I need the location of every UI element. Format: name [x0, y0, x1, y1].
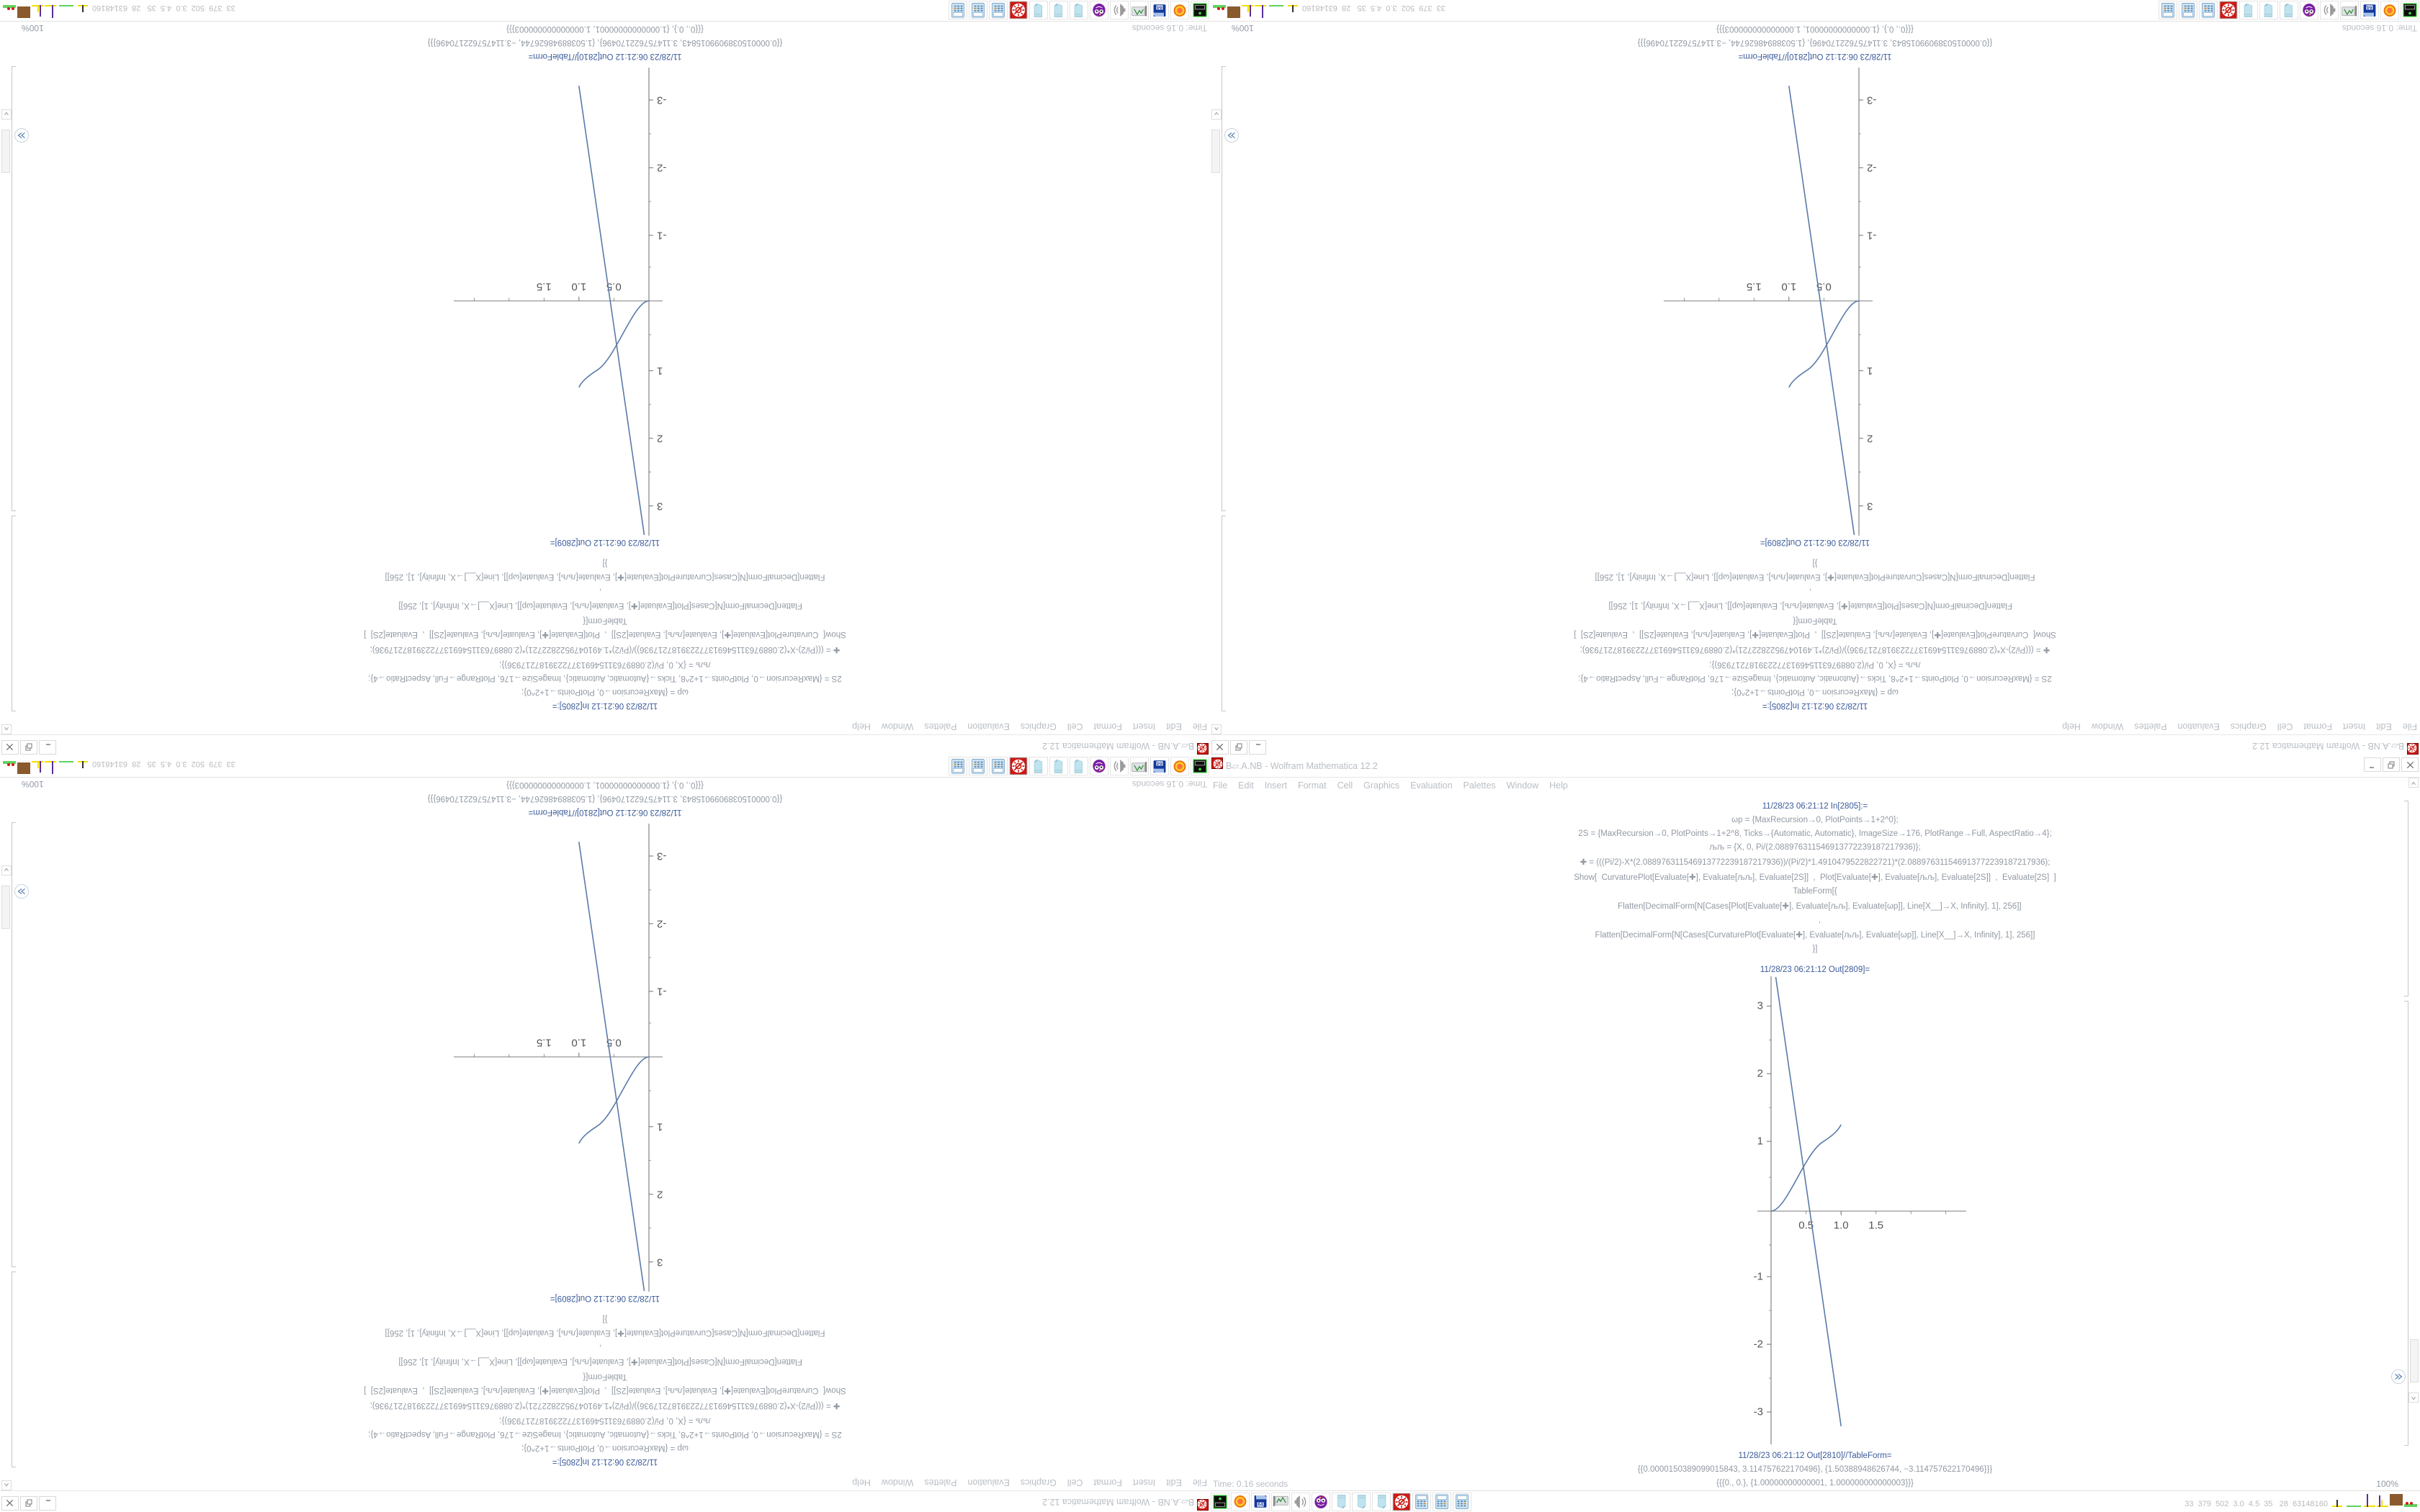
svg-text:1: 1: [657, 365, 663, 377]
svg-text:2: 2: [1757, 1068, 1763, 1080]
svg-text:1.5: 1.5: [537, 280, 552, 292]
svg-text:3: 3: [657, 500, 663, 512]
svg-text:64: 64: [1157, 761, 1162, 766]
svg-text:-3: -3: [657, 850, 666, 862]
svg-text:1: 1: [657, 1121, 663, 1133]
svg-text:1.0: 1.0: [1781, 280, 1796, 292]
svg-text:-1: -1: [1754, 1272, 1763, 1283]
svg-text:-1: -1: [657, 230, 666, 241]
svg-text:1.5: 1.5: [1747, 280, 1762, 292]
svg-text:-1: -1: [1867, 230, 1876, 241]
svg-text:-3: -3: [657, 94, 666, 106]
svg-text:3: 3: [657, 1256, 663, 1268]
svg-text:64: 64: [1258, 1502, 1263, 1507]
svg-text:-2: -2: [1754, 1339, 1763, 1351]
svg-text:2: 2: [657, 433, 663, 444]
svg-text:-2: -2: [657, 918, 666, 930]
svg-text:-3: -3: [1754, 1407, 1763, 1418]
svg-text:-2: -2: [657, 162, 666, 174]
svg-text:1.0: 1.0: [1834, 1220, 1849, 1232]
svg-text:3: 3: [1867, 500, 1873, 512]
svg-text:3: 3: [1757, 1001, 1763, 1012]
svg-text:2: 2: [1867, 433, 1873, 444]
svg-text:1: 1: [1867, 365, 1873, 377]
svg-text:64: 64: [2367, 5, 2372, 10]
svg-text:2: 2: [657, 1189, 663, 1200]
svg-text:-2: -2: [1867, 162, 1876, 174]
svg-text:1: 1: [1757, 1136, 1763, 1148]
svg-text:-3: -3: [1867, 94, 1876, 106]
svg-text:1.0: 1.0: [571, 280, 586, 292]
svg-text:1.5: 1.5: [537, 1036, 552, 1048]
svg-text:-1: -1: [657, 986, 666, 997]
svg-text:64: 64: [1157, 5, 1162, 10]
svg-text:1.0: 1.0: [571, 1036, 586, 1048]
svg-text:1.5: 1.5: [1868, 1220, 1883, 1232]
